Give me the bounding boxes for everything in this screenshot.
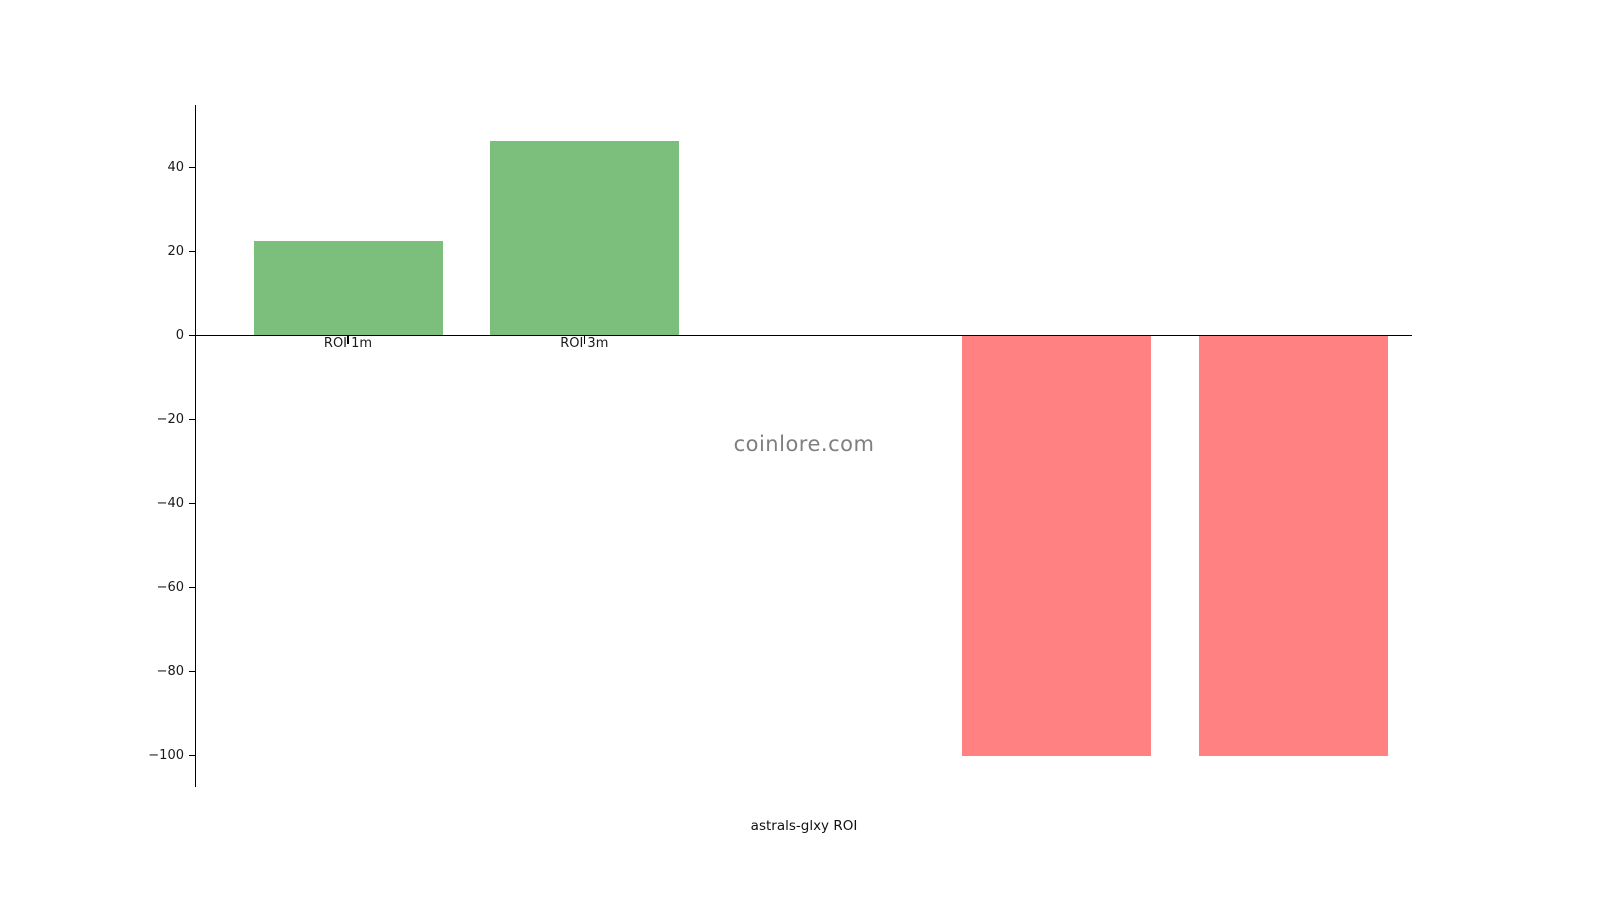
x-tick-label: ROI 3m (560, 336, 609, 352)
y-tick-label: −80 (156, 663, 184, 679)
y-tick-mark (188, 670, 195, 673)
y-tick-label: 20 (167, 243, 184, 259)
y-tick-label: −100 (148, 748, 184, 763)
y-tick-label: −40 (156, 495, 184, 511)
chart-title: astrals-glxy ROI (750, 818, 858, 834)
y-tick-label: −20 (156, 411, 184, 427)
y-tick-mark (188, 418, 195, 420)
bar-unlabeled-3 (962, 335, 1152, 757)
x-tick-label: ROI 1m (323, 336, 373, 352)
x-tick-mark (347, 335, 349, 345)
y-tick-mark (188, 250, 195, 252)
y-tick-mark (188, 166, 195, 168)
y-tick-label: −60 (156, 579, 184, 595)
bar-unlabeled-4 (1198, 335, 1388, 757)
y-tick-mark (188, 502, 195, 505)
y-axis (194, 105, 196, 787)
x-axis (196, 334, 1412, 336)
x-tick-mark (583, 335, 585, 345)
watermark-text: coinlore.com (733, 432, 875, 456)
y-tick-label: 40 (167, 159, 184, 175)
y-tick-mark (188, 754, 195, 757)
y-tick-label: 0 (175, 327, 184, 343)
bar-roi-1m (253, 240, 443, 336)
y-tick-mark (188, 334, 195, 336)
bar-roi-3m (489, 140, 679, 336)
y-tick-mark (188, 586, 195, 589)
